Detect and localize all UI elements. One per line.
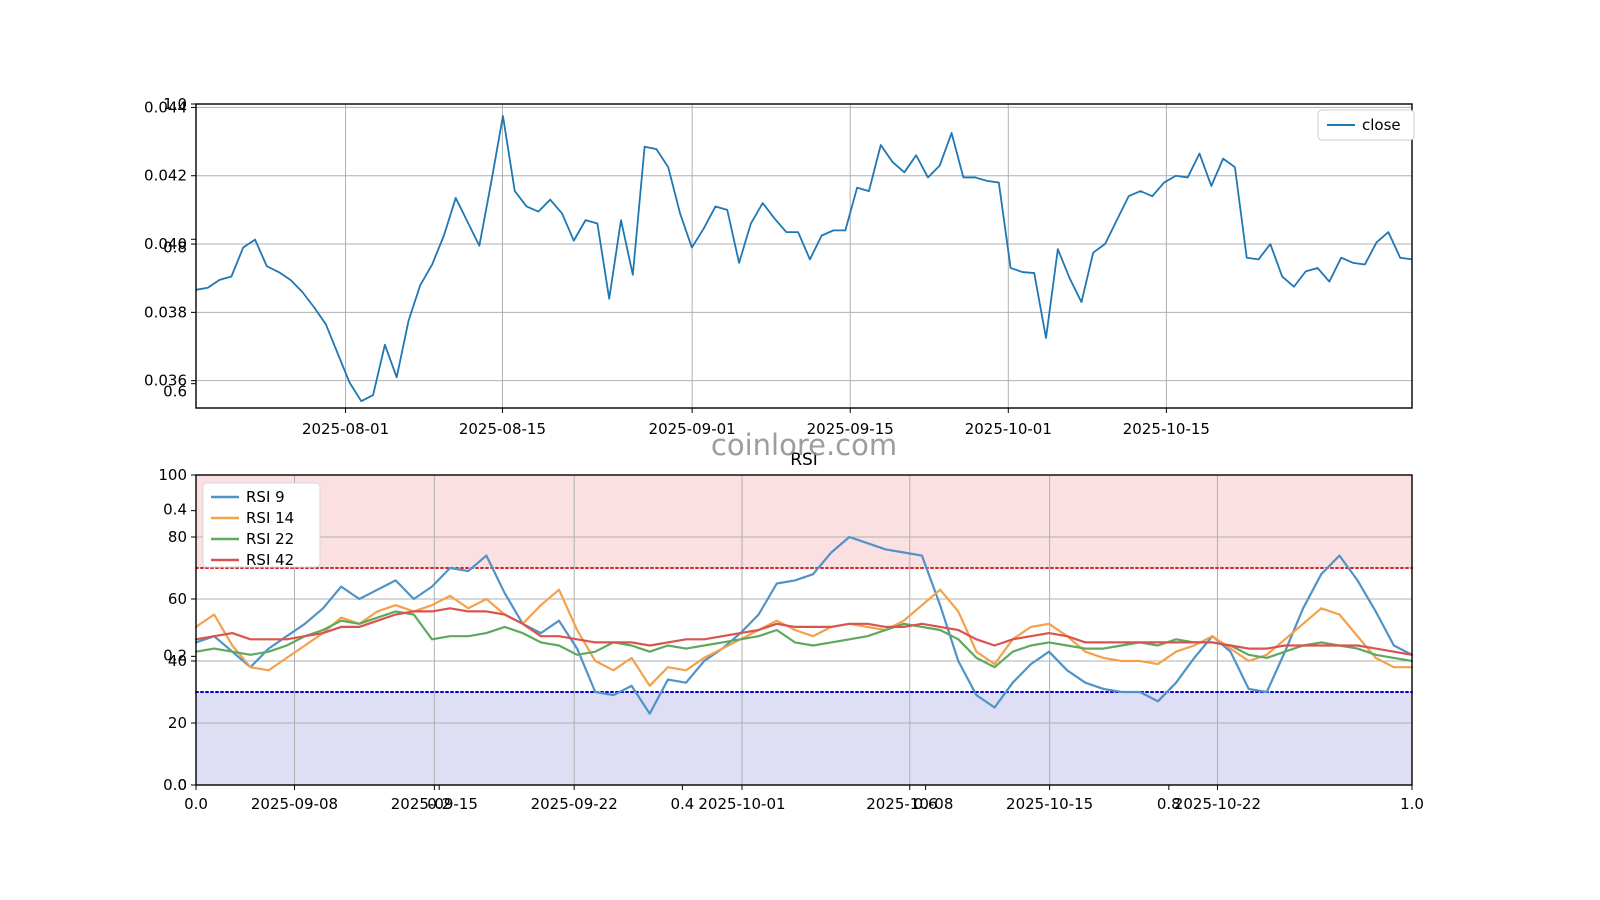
rsi-band — [196, 692, 1412, 785]
rsi-xtick-secondary-label: 0.2 — [427, 795, 451, 813]
rsi-ytick-label: 80 — [168, 528, 187, 546]
price-legend-label: close — [1362, 116, 1401, 134]
price-xtick-label: 2025-09-15 — [807, 420, 894, 438]
rsi-legend-label-0: RSI 9 — [246, 488, 285, 506]
coinlore-watermark: coinlore.com — [711, 428, 897, 462]
price-ytick-secondary-label: 1.0 — [163, 95, 187, 113]
rsi-line-rsi-42 — [194, 607, 1414, 656]
rsi-ytick-label: 40 — [168, 652, 187, 670]
rsi-xtick-secondary-label: 0.0 — [184, 795, 208, 813]
price-ytick-label: 0.040 — [144, 235, 187, 253]
rsi-xtick-label: 2025-10-15 — [1006, 795, 1093, 813]
rsi-xtick-label: 2025-09-08 — [251, 795, 338, 813]
rsi-line-rsi-14 — [194, 588, 1414, 687]
rsi-panel-title: RSI — [790, 450, 818, 470]
rsi-legend-label-2: RSI 22 — [246, 530, 294, 548]
rsi-axes-frame — [195, 474, 1413, 786]
price-xtick-label: 2025-10-01 — [965, 420, 1052, 438]
price-ytick-label: 0.038 — [144, 303, 187, 321]
rsi-xtick-secondary-label: 1.0 — [1400, 795, 1424, 813]
price-axes-frame — [195, 103, 1413, 409]
price-ytick-label: 0.036 — [144, 372, 187, 390]
rsi-ytick-label: 60 — [168, 590, 187, 608]
rsi-xtick-secondary-label: 0.6 — [914, 795, 938, 813]
rsi-xtick-label: 2025-09-15 — [391, 795, 478, 813]
price-ytick-label: 0.042 — [144, 167, 187, 185]
price-xtick-label: 2025-10-15 — [1123, 420, 1210, 438]
rsi-band — [196, 475, 1412, 568]
price-plot-bg — [196, 104, 1412, 408]
rsi-xtick-label: 2025-10-08 — [866, 795, 953, 813]
price-ytick-secondary-label: 0.8 — [163, 238, 187, 256]
rsi-legend-label-1: RSI 14 — [246, 509, 294, 527]
close-price-line — [195, 115, 1413, 403]
rsi-line-rsi-9 — [194, 535, 1414, 715]
price-xtick-label: 2025-09-01 — [649, 420, 736, 438]
rsi-ytick-secondary-label: 0.0 — [163, 776, 187, 794]
price-ytick-label: 0.044 — [144, 98, 187, 116]
rsi-xtick-label: 2025-10-22 — [1174, 795, 1261, 813]
price-xtick-label: 2025-08-01 — [302, 420, 389, 438]
rsi-ytick-label: 20 — [168, 714, 187, 732]
rsi-xtick-secondary-label: 0.4 — [670, 795, 694, 813]
price-ytick-secondary-label: 0.6 — [163, 383, 187, 401]
rsi-legend-box — [202, 482, 321, 568]
rsi-xtick-secondary-label: 0.8 — [1157, 795, 1181, 813]
rsi-xtick-label: 2025-10-01 — [698, 795, 785, 813]
rsi-ytick-secondary-label: 0.2 — [163, 646, 187, 664]
rsi-legend-label-3: RSI 42 — [246, 551, 294, 569]
rsi-xtick-label: 2025-09-22 — [531, 795, 618, 813]
rsi-ytick-label: 100 — [158, 466, 187, 484]
price-xtick-label: 2025-08-15 — [459, 420, 546, 438]
rsi-ytick-secondary-label: 0.4 — [163, 501, 187, 519]
price-legend-box — [1317, 109, 1415, 141]
rsi-ytick-label: 0 — [177, 776, 187, 794]
